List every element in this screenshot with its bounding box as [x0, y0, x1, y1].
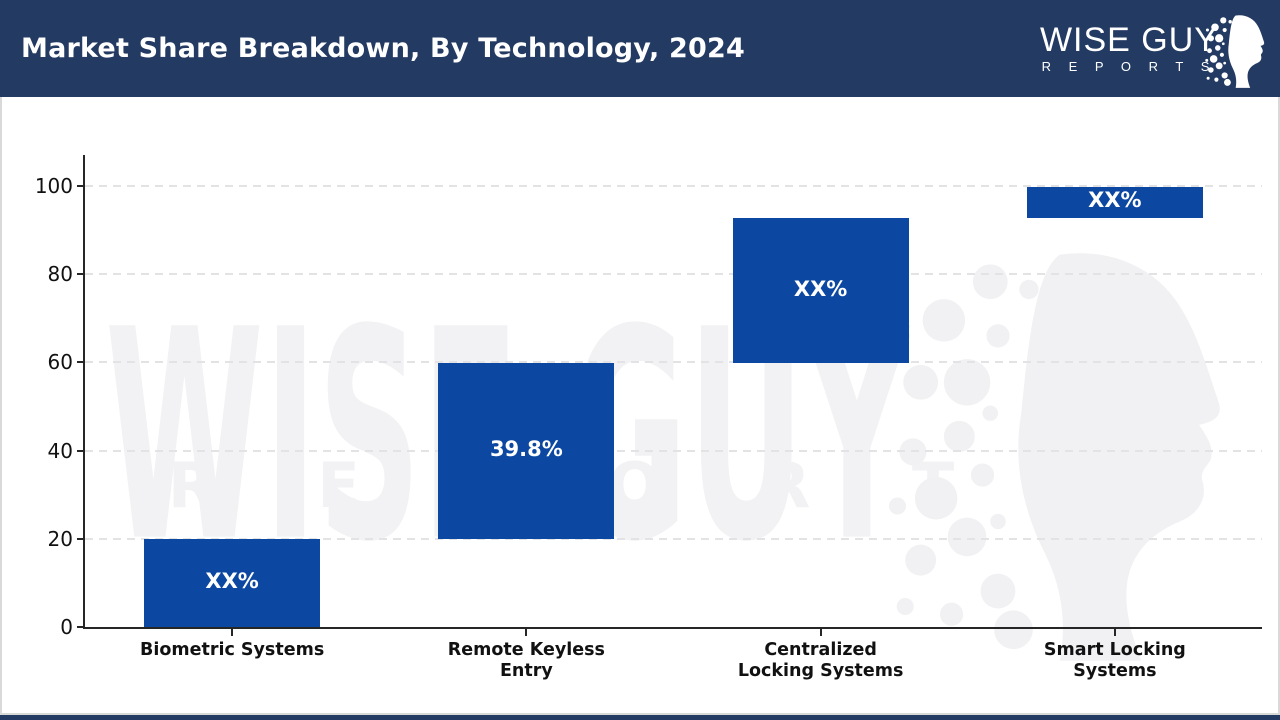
gridline [85, 449, 1262, 452]
header-bar: Market Share Breakdown, By Technology, 2… [0, 0, 1280, 97]
x-tick-mark [231, 629, 234, 636]
y-tick-mark [77, 273, 85, 276]
x-category-label: Smart Locking Systems [975, 640, 1255, 682]
x-category-label-line: Systems [1073, 661, 1157, 681]
x-axis-line [83, 627, 1262, 629]
bar-value-label: 39.8% [489, 437, 563, 462]
y-tick-mark [77, 537, 85, 540]
gridline [85, 273, 1262, 276]
y-tick-label: 0 [60, 615, 73, 639]
bar [732, 217, 909, 364]
bar [144, 538, 321, 627]
x-category-label: Centralized Locking Systems [681, 640, 961, 682]
gridline [85, 185, 1262, 187]
x-category-label: Biometric Systems [92, 640, 372, 661]
brand-logo-text: WISE GUY R E P O R T S [1040, 22, 1218, 75]
bar-value-label: XX% [205, 568, 259, 593]
footer-divider [0, 713, 1280, 715]
x-tick-mark [1113, 629, 1116, 636]
chart-area: WISE GUY R E P O R T S 0 20 40 60 80 100 XX% Bi… [0, 97, 1280, 713]
page-title: Market Share Breakdown, By Technology, 2… [21, 33, 746, 64]
x-tick-mark [525, 629, 528, 636]
y-tick-label: 20 [47, 526, 73, 551]
x-category-label-line: Locking Systems [737, 661, 904, 681]
plot-region: 0 20 40 60 80 100 XX% Biometric Systems 39.8% Rem… [0, 97, 1280, 713]
gridline [85, 537, 1262, 540]
x-tick-mark [819, 629, 822, 636]
x-category-label-line: Biometric Systems [140, 640, 325, 660]
x-category-label: Remote Keyless Entry [386, 640, 666, 682]
brand-face-icon [1204, 12, 1266, 88]
y-tick-label: 60 [47, 350, 73, 375]
y-tick-mark [77, 449, 85, 452]
brand-logo: WISE GUY R E P O R T S [1040, 10, 1266, 88]
x-category-label-line: Centralized [764, 640, 877, 660]
y-tick-mark [77, 185, 85, 187]
x-category-label-line: Remote Keyless [447, 640, 605, 660]
bar-value-label: XX% [1088, 188, 1142, 213]
y-tick-label: 100 [34, 174, 73, 198]
y-axis-line [83, 155, 85, 629]
bar-value-label: XX% [793, 276, 848, 301]
footer-bar [0, 715, 1280, 720]
bar [438, 363, 615, 539]
watermark-face-icon [882, 235, 1230, 661]
y-tick-label: 40 [47, 438, 73, 463]
x-category-label-line: Smart Locking [1043, 640, 1186, 660]
brand-subtitle: R E P O R T S [1041, 59, 1217, 74]
gridline [85, 361, 1262, 364]
y-tick-mark [77, 626, 85, 628]
x-category-label-line: Entry [499, 661, 553, 681]
bar [1026, 186, 1203, 218]
brand-name: WISE GUY [1039, 21, 1218, 59]
y-tick-label: 80 [47, 262, 73, 287]
y-tick-mark [77, 361, 85, 364]
